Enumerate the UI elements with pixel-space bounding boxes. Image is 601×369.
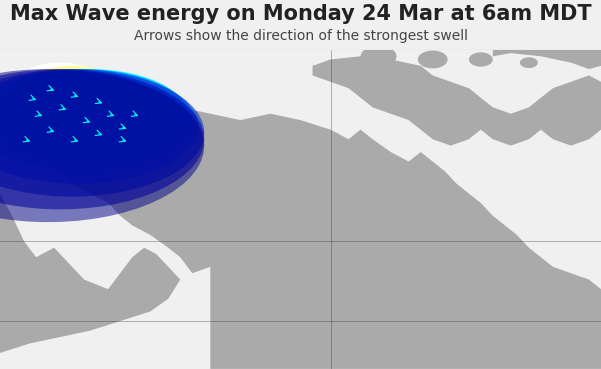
Polygon shape <box>469 52 493 67</box>
Polygon shape <box>0 69 186 158</box>
Polygon shape <box>0 69 204 197</box>
Polygon shape <box>12 66 132 130</box>
Polygon shape <box>6 104 433 273</box>
Text: Arrows show the direction of the strongest swell: Arrows show the direction of the stronge… <box>133 29 468 43</box>
Polygon shape <box>418 51 448 69</box>
Polygon shape <box>6 69 150 139</box>
Polygon shape <box>313 56 601 146</box>
Polygon shape <box>12 63 108 114</box>
Polygon shape <box>210 114 601 369</box>
Polygon shape <box>0 69 204 222</box>
Polygon shape <box>493 50 601 69</box>
Polygon shape <box>361 45 397 67</box>
Polygon shape <box>0 69 192 171</box>
Polygon shape <box>0 69 204 209</box>
Polygon shape <box>0 69 198 184</box>
Polygon shape <box>520 57 538 68</box>
Text: Max Wave energy on Monday 24 Mar at 6am MDT: Max Wave energy on Monday 24 Mar at 6am … <box>10 4 591 24</box>
Polygon shape <box>0 69 168 146</box>
Polygon shape <box>0 50 180 369</box>
